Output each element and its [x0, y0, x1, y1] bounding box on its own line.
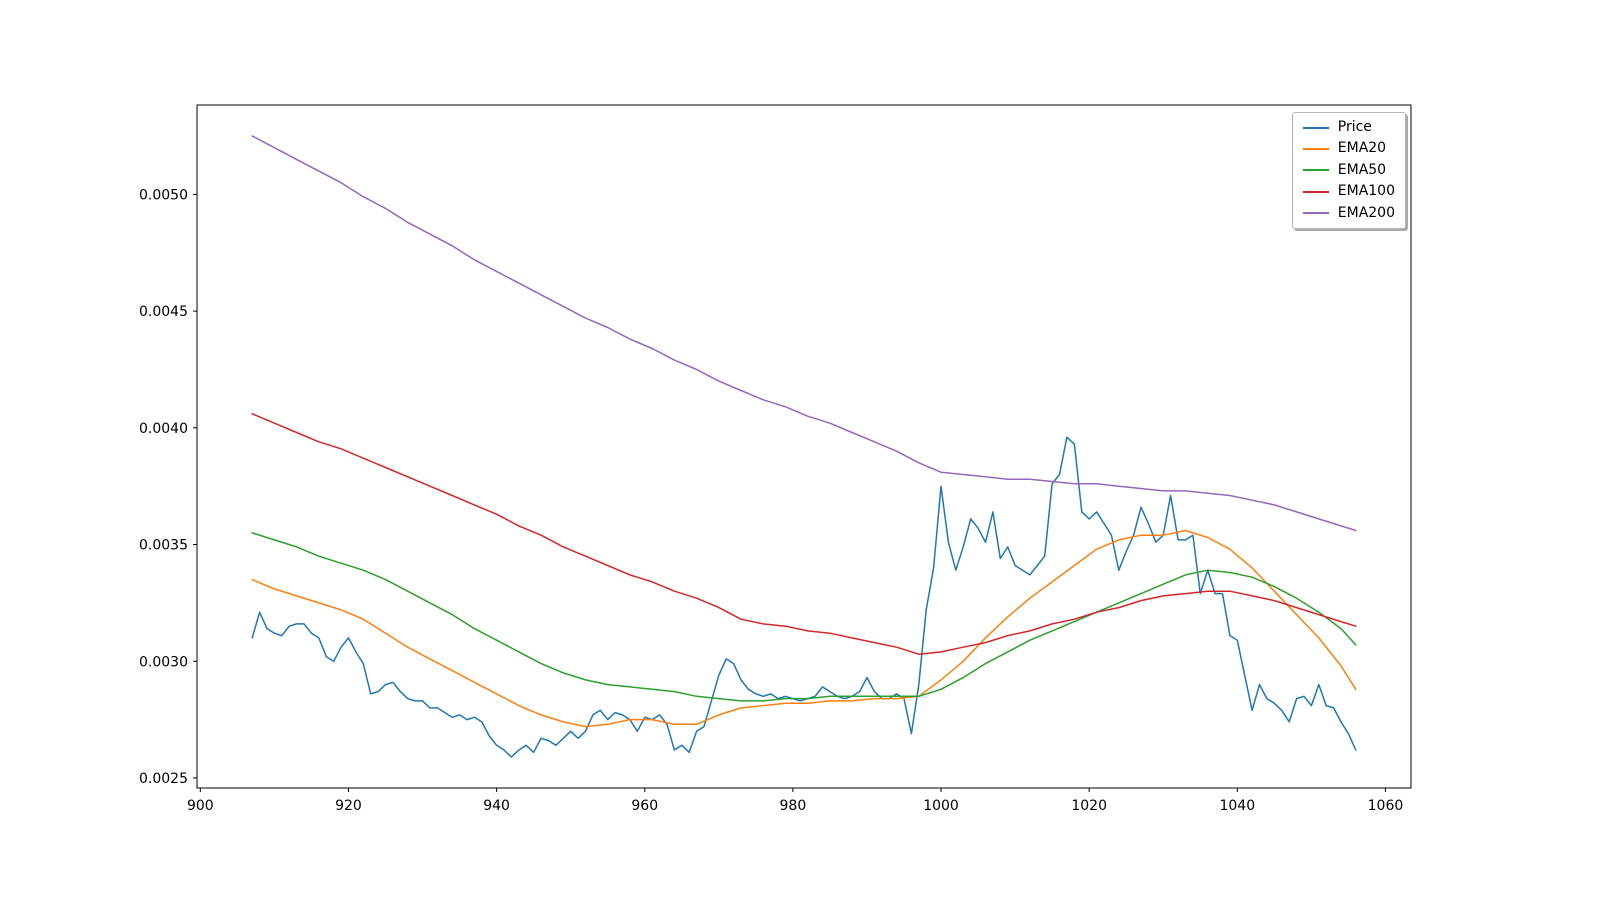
- x-tick-label: 1040: [1219, 798, 1255, 814]
- legend-label-ema50: EMA50: [1337, 161, 1387, 178]
- y-tick-label: 0.0045: [139, 304, 188, 320]
- legend-item-ema200: EMA200: [1302, 204, 1395, 221]
- legend-line-sample-ema20: [1302, 148, 1329, 151]
- series-ema50-line: [251, 532, 1357, 702]
- y-tick-label: 0.0035: [139, 538, 188, 554]
- legend-line-sample-ema200: [1302, 212, 1329, 215]
- x-tick-label: 1060: [1368, 798, 1404, 814]
- legend-line-sample-ema50: [1302, 169, 1329, 172]
- legend-label-ema200: EMA200: [1337, 204, 1395, 221]
- legend-label-ema20: EMA20: [1337, 140, 1387, 157]
- legend-item-ema50: EMA50: [1302, 161, 1395, 178]
- legend-item-ema20: EMA20: [1302, 140, 1395, 157]
- x-tick-label: 1000: [923, 798, 959, 814]
- x-tick-label: 980: [780, 798, 807, 814]
- legend-label-price: Price: [1337, 119, 1372, 135]
- legend-line-sample-ema100: [1302, 190, 1329, 193]
- plot-border: [196, 104, 1412, 789]
- legend: Price EMA20 EMA50 EMA100 EMA200: [1291, 112, 1406, 229]
- legend-item-price: Price: [1302, 119, 1395, 135]
- legend-item-ema100: EMA100: [1302, 183, 1395, 200]
- series-ema100-line: [251, 413, 1357, 655]
- y-tick-label: 0.0040: [139, 421, 188, 437]
- x-tick-label: 940: [483, 798, 510, 814]
- legend-line-sample-price: [1302, 126, 1329, 129]
- series-ema20-line: [251, 529, 1357, 728]
- x-tick-label: 900: [187, 798, 214, 814]
- x-tick-label: 960: [631, 798, 658, 814]
- x-tick-label: 1020: [1071, 798, 1107, 814]
- y-tick-label: 0.0050: [139, 187, 188, 203]
- y-tick-label: 0.0030: [139, 654, 188, 670]
- legend-label-ema100: EMA100: [1337, 183, 1395, 200]
- x-tick-label: 920: [335, 798, 362, 814]
- y-tick-label: 0.0025: [139, 771, 188, 787]
- series-ema200-line: [251, 135, 1357, 532]
- series-price-line: [251, 436, 1357, 758]
